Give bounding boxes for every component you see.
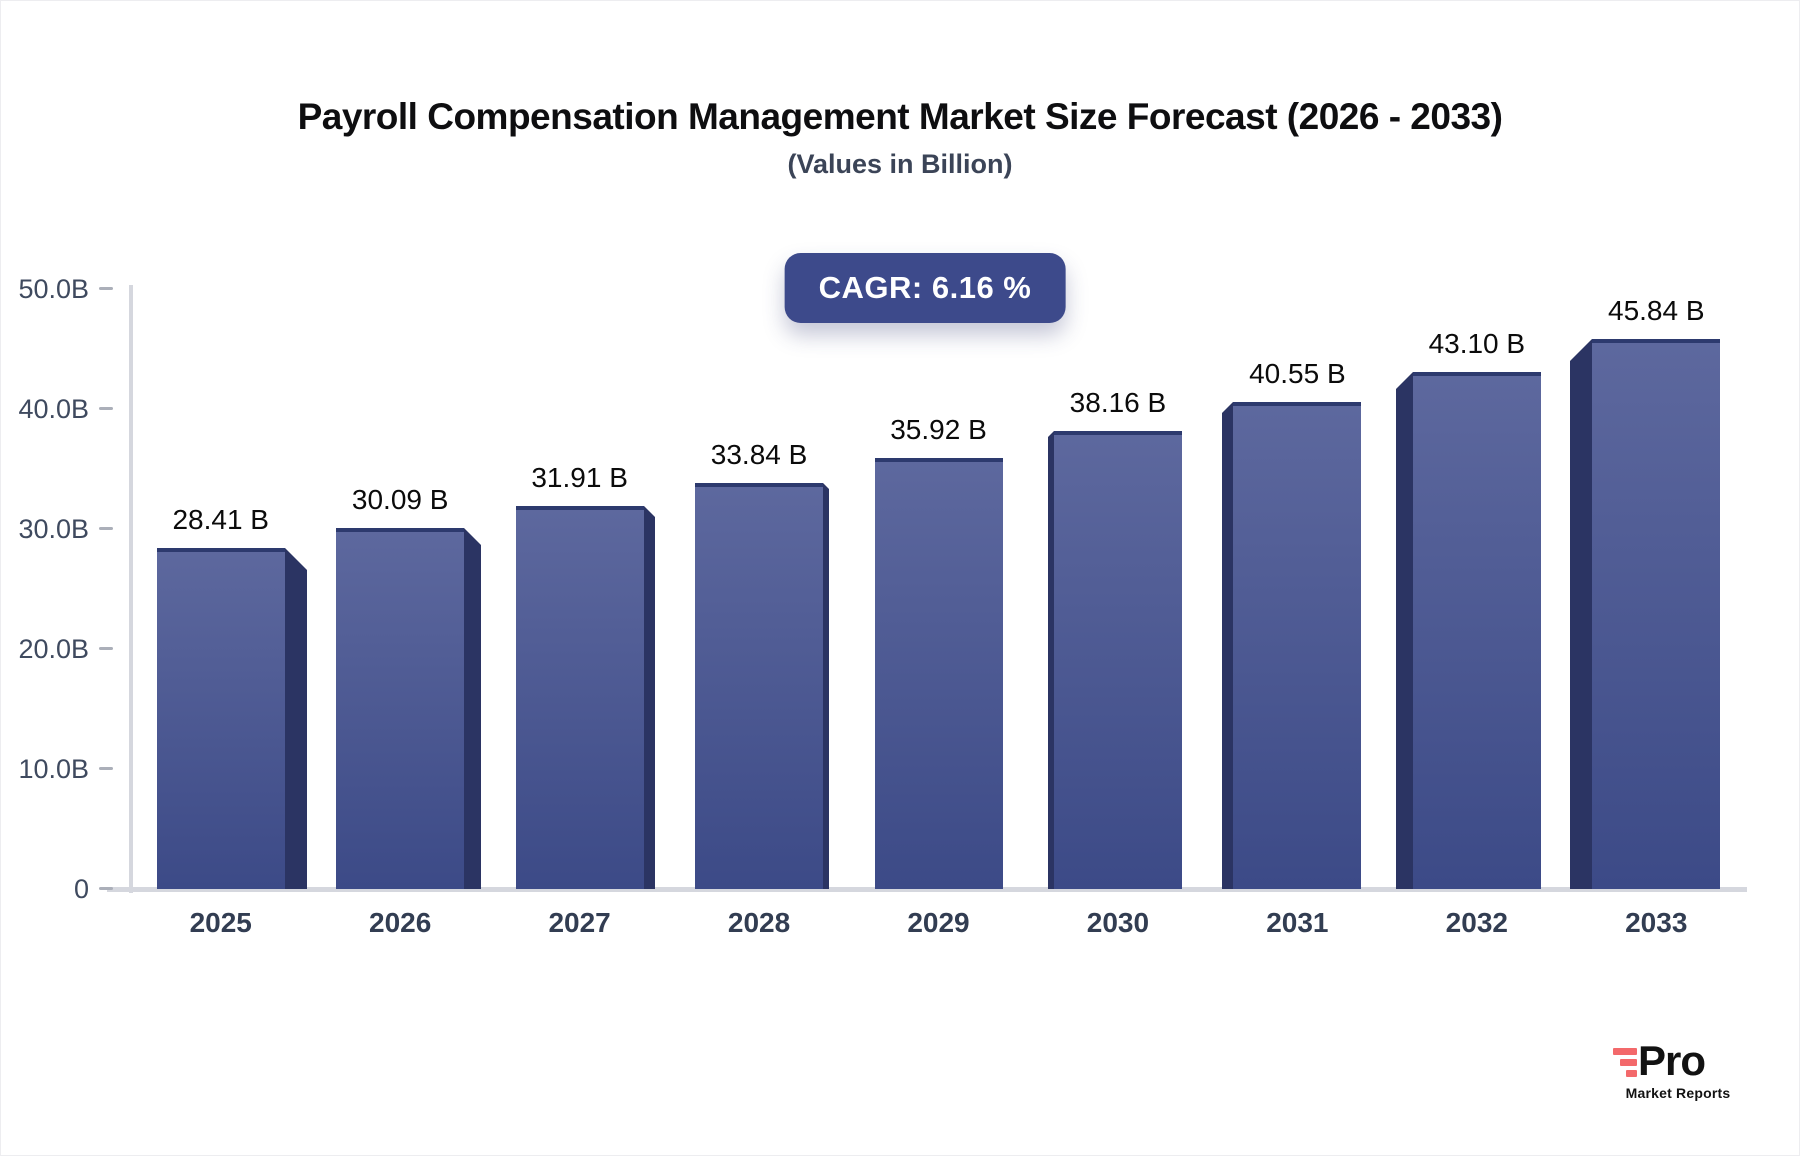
y-tick-mark — [99, 407, 113, 410]
logo-bar-icon — [1613, 1048, 1637, 1055]
bar-value-label: 35.92 B — [890, 414, 987, 445]
bar-value-label: 38.16 B — [1069, 387, 1167, 418]
bar-2029[interactable] — [875, 458, 1003, 889]
logo-text: Pro — [1638, 1037, 1706, 1084]
cagr-badge: CAGR: 6.16 % — [784, 253, 1066, 323]
bar-side-face — [1396, 372, 1413, 889]
logo-row: Pro — [1613, 1039, 1743, 1083]
y-tick-mark — [99, 767, 113, 770]
bar-value-label: 31.91 B — [531, 462, 628, 493]
logo-bar-icon — [1620, 1059, 1637, 1066]
bar-value-label: 40.55 B — [1249, 358, 1346, 389]
bar-value-label: 45.84 B — [1608, 295, 1705, 326]
x-tick-label: 2028 — [727, 907, 791, 938]
y-tick-label: 50.0B — [18, 274, 89, 304]
bar-side-face — [1222, 402, 1233, 889]
logo: Pro Market Reports — [1613, 1039, 1743, 1101]
bar-value-label: 28.41 B — [172, 504, 269, 535]
cagr-badge-label: CAGR: 6.16 % — [818, 270, 1032, 305]
bar-2030[interactable] — [1054, 431, 1182, 889]
bar-value-label: 30.09 B — [351, 484, 449, 515]
chart-title: Payroll Compensation Management Market S… — [297, 96, 1503, 137]
bar-2027[interactable] — [516, 506, 644, 889]
y-tick-label: 20.0B — [18, 634, 89, 664]
logo-bars-icon — [1613, 1048, 1637, 1077]
y-tick-mark — [99, 527, 113, 530]
y-tick-label: 10.0B — [18, 754, 89, 784]
y-tick-label: 40.0B — [18, 394, 89, 424]
bar-2026[interactable] — [336, 528, 464, 889]
y-axis-line — [129, 285, 133, 893]
bar-2025[interactable] — [157, 548, 285, 889]
y-tick-label: 30.0B — [18, 514, 89, 544]
logo-bar-icon — [1626, 1070, 1637, 1077]
x-tick-label: 2025 — [189, 907, 252, 938]
y-tick-mark — [99, 887, 113, 890]
bar-2032[interactable] — [1413, 372, 1541, 889]
y-tick-mark — [99, 287, 113, 290]
y-tick-label: 0 — [73, 874, 89, 904]
x-tick-label: 2027 — [548, 907, 611, 938]
x-tick-label: 2026 — [369, 907, 432, 938]
bar-value-label: 33.84 B — [710, 439, 808, 470]
x-tick-label: 2031 — [1266, 907, 1329, 938]
bar-side-face — [823, 483, 829, 889]
x-tick-label: 2029 — [907, 907, 970, 938]
x-tick-label: 2033 — [1625, 907, 1688, 938]
x-tick-label: 2032 — [1445, 907, 1508, 938]
bar-side-face — [1570, 339, 1592, 889]
bar-side-face — [285, 548, 307, 889]
x-tick-label: 2030 — [1086, 907, 1150, 938]
x-axis-line — [107, 887, 1747, 892]
y-tick-mark — [99, 647, 113, 650]
bar-value-label: 43.10 B — [1428, 328, 1526, 359]
bar-side-face — [464, 528, 481, 889]
bar-side-face — [1048, 431, 1054, 889]
bar-2031[interactable] — [1233, 402, 1361, 889]
bar-2033[interactable] — [1592, 339, 1720, 889]
bar-side-face — [644, 506, 655, 889]
chart-subtitle: (Values in Billion) — [787, 149, 1013, 179]
logo-subtext: Market Reports — [1625, 1085, 1731, 1101]
bar-2028[interactable] — [695, 483, 823, 889]
